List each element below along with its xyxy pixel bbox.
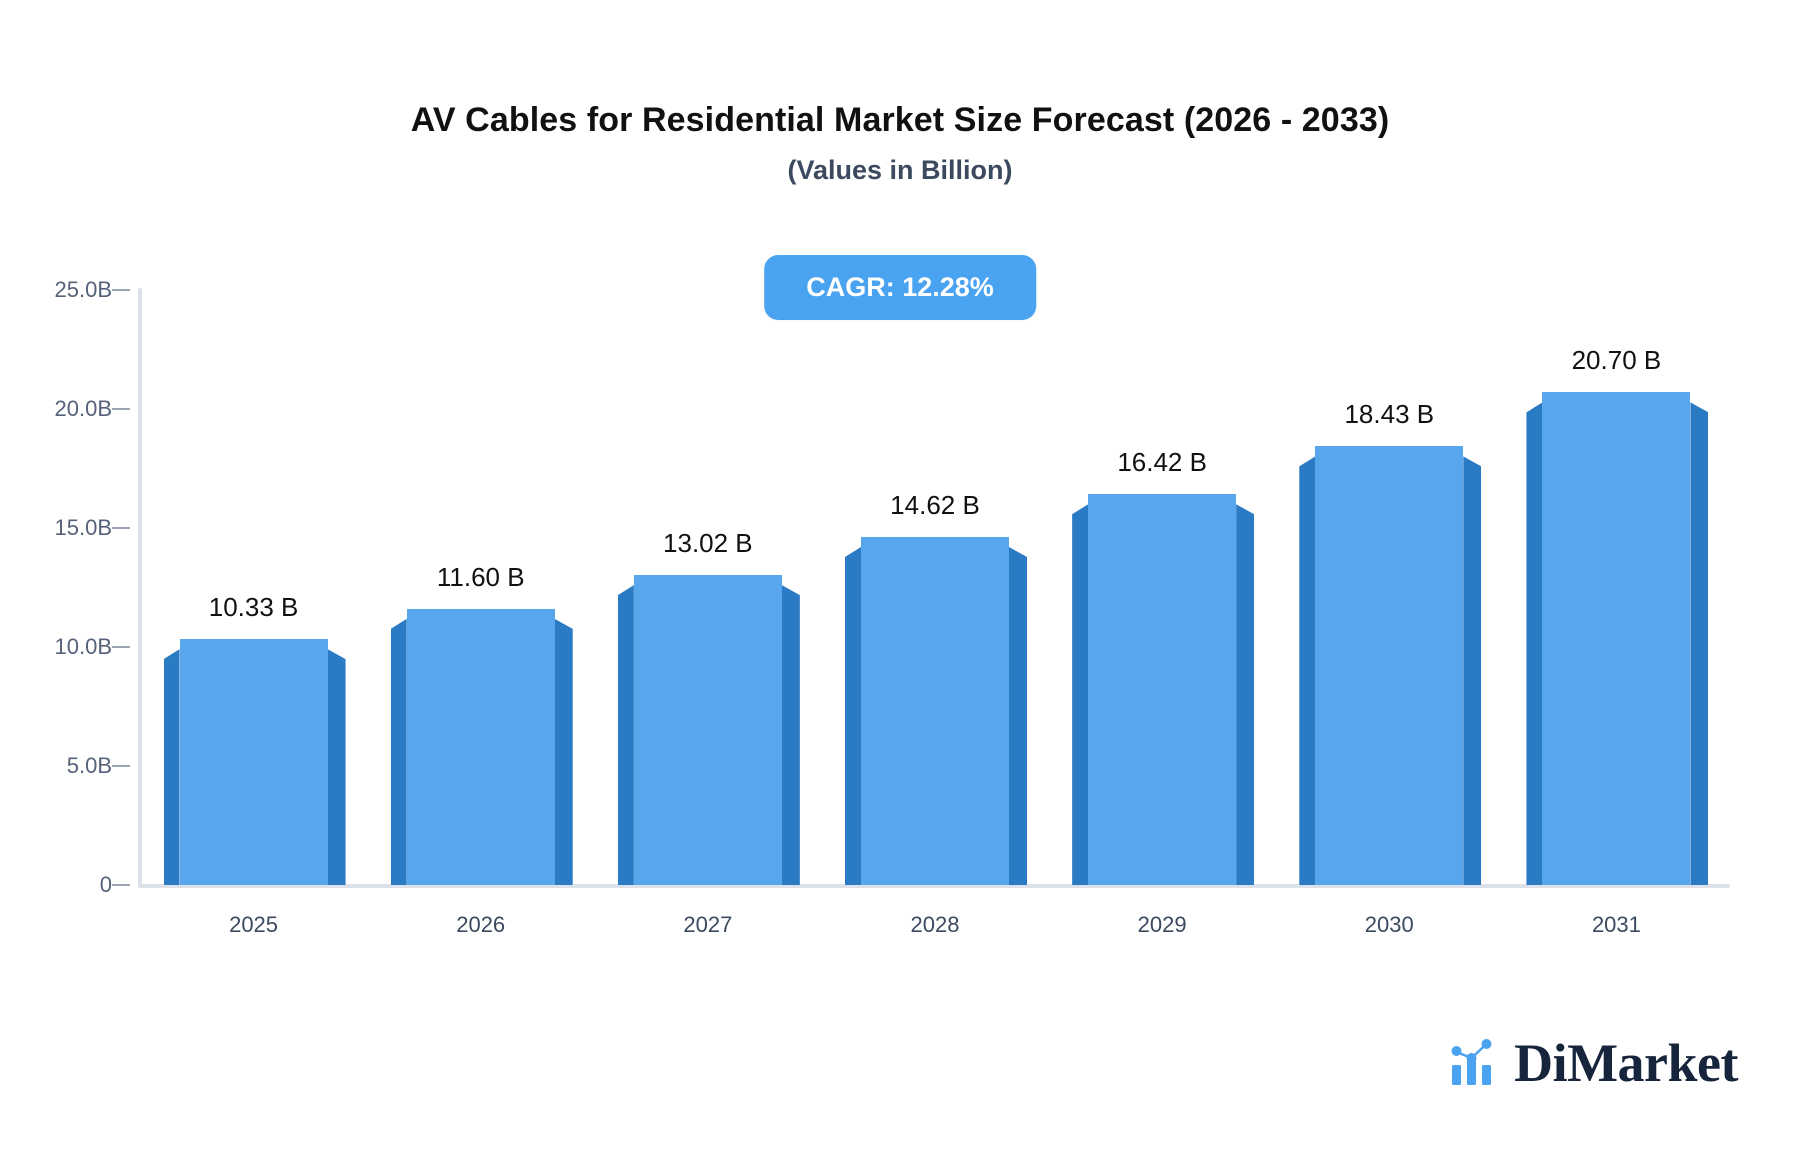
bar-value-label: 11.60 B [436,561,525,592]
bar-2028[interactable]: 14.62 B [845,490,1027,885]
bar-side-left [1526,402,1543,885]
x-axis-line [138,884,1730,888]
bar-side-right [1009,547,1027,885]
x-tick-label-2027: 2027 [683,912,733,937]
y-tick-label: 10.0B [54,634,113,659]
bar-value-label: 18.43 B [1344,399,1435,430]
bar-side-left [1299,456,1316,885]
bar-face [179,639,328,885]
bar-side-right [781,585,800,885]
y-tick-label: 15.0B [54,515,113,540]
x-tick-label-2031: 2031 [1591,912,1641,937]
y-tick-mark [112,408,130,410]
cagr-badge: CAGR: 12.28% [764,255,1036,320]
bar-2030[interactable]: 18.43 B [1299,399,1482,885]
bar-face [633,575,782,885]
y-tick-label: 25.0B [54,277,113,302]
bar-face [1088,494,1237,885]
y-tick-label: 20.0B [54,396,113,421]
bar-side-left [163,649,180,885]
bar-2026[interactable]: 11.60 B [390,562,573,885]
chart-subtitle: (Values in Billion) [787,154,1013,185]
bar-side-right [1690,402,1709,885]
bar-face [1315,446,1464,885]
bar-2027[interactable]: 13.02 B [617,528,800,885]
logo-text: DiMarket [1514,1033,1738,1093]
bar-chart-dots-icon [1448,1035,1500,1092]
y-tick-mark [112,527,130,529]
y-axis-line [138,288,142,887]
bar-side-left [390,618,407,885]
page-title: AV Cables for Residential Market Size Fo… [410,101,1390,139]
bar-2029[interactable]: 16.42 B [1072,447,1255,885]
y-tick-label: 0 [99,872,112,897]
bar-side-left [617,585,634,885]
bar-2031[interactable]: 20.70 B [1526,345,1709,885]
bar-side-left [845,547,861,885]
bar-value-label: 20.70 B [1571,345,1662,376]
bar-side-left [1072,504,1089,885]
bar-side-right [1236,504,1255,885]
bar-value-label: 14.62 B [890,490,980,521]
x-tick-label-2026: 2026 [456,912,506,937]
x-tick-label-2029: 2029 [1137,912,1187,937]
bar-face [406,608,555,885]
dimarket-logo: DiMarket [1448,1032,1738,1094]
bar-value-label: 10.33 B [208,592,299,623]
bar-side-right [554,618,573,885]
y-tick-label: 5.0B [66,753,112,778]
y-tick-mark [112,884,130,886]
bar-face [861,537,1009,885]
x-tick-label-2025: 2025 [229,912,279,937]
y-tick-mark [112,765,130,767]
chart-header: AV Cables for Residential Market Size Fo… [0,100,1800,186]
x-tick-label-2030: 2030 [1364,912,1414,937]
bar-value-label: 16.42 B [1117,447,1207,478]
bar-side-right [1463,456,1482,885]
y-tick-mark [112,646,130,648]
bar-2025[interactable]: 10.33 B [163,592,346,885]
y-tick-mark [112,289,130,291]
bar-face [1542,392,1691,885]
bar-value-label: 13.02 B [663,528,753,559]
bar-side-right [327,649,346,885]
x-tick-label-2028: 2028 [910,912,960,937]
